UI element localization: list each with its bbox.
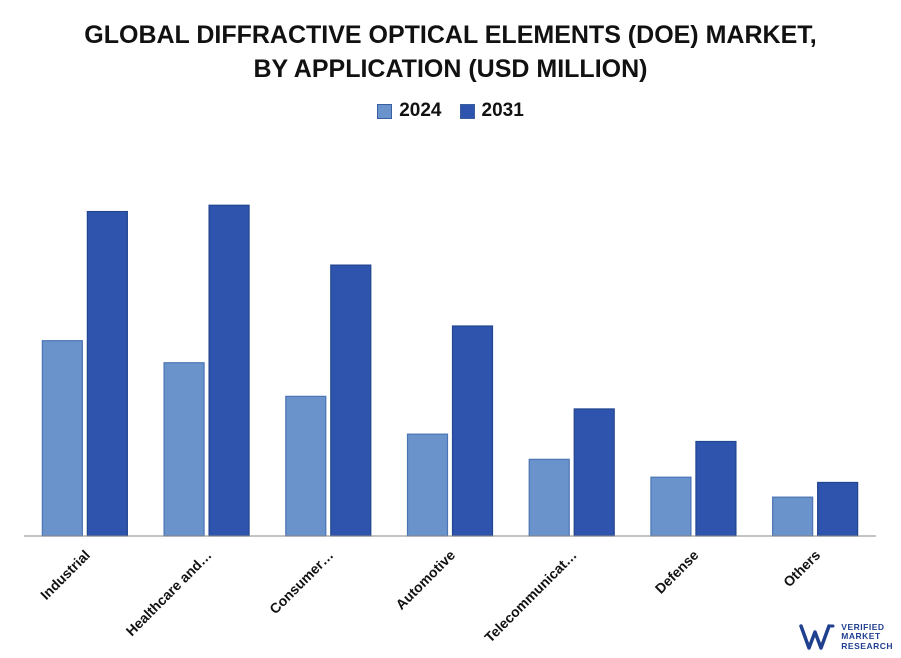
bar-2031-3 xyxy=(330,264,372,537)
bar-2024-2 xyxy=(163,362,205,537)
bar-2031-2 xyxy=(208,204,250,537)
bar-2031-4 xyxy=(451,325,494,537)
x-tick-label-4: Automotive xyxy=(392,547,458,613)
bar-2031-1 xyxy=(86,210,128,537)
vmr-logo-icon xyxy=(799,624,835,650)
legend-label-2024: 2024 xyxy=(399,100,442,121)
legend-label-2031: 2031 xyxy=(481,100,524,121)
watermark-line-2: MARKET xyxy=(841,631,881,642)
x-tick-label-7: Others xyxy=(780,547,823,590)
x-tick-label-5: Telecommunicat… xyxy=(481,547,580,646)
bar-2024-4 xyxy=(406,433,449,537)
bar-2024-6 xyxy=(650,476,692,537)
bar-2024-3 xyxy=(285,395,327,537)
watermark-logo: VERIFIED MARKET RESEARCH xyxy=(799,622,893,652)
legend-item-2031: 2031 xyxy=(459,100,524,122)
legend-swatch-2031 xyxy=(459,103,475,119)
legend-swatch-2024 xyxy=(377,103,393,119)
chart-title-line-1: GLOBAL DIFFRACTIVE OPTICAL ELEMENTS (DOE… xyxy=(84,21,817,49)
bar-2031-5 xyxy=(573,408,615,537)
chart-title-line-2: BY APPLICATION (USD MILLION) xyxy=(253,55,648,83)
x-tick-label-2: Healthcare and… xyxy=(123,547,215,639)
watermark-line-1: VERIFIED xyxy=(841,621,885,632)
legend-item-2024: 2024 xyxy=(377,100,442,122)
bar-2024-7 xyxy=(772,496,814,537)
bar-2031-6 xyxy=(695,440,737,537)
x-tick-label-3: Consumer… xyxy=(266,547,336,617)
chart-title: GLOBAL DIFFRACTIVE OPTICAL ELEMENTS (DOE… xyxy=(0,18,901,86)
chart-legend: 2024 2031 xyxy=(0,100,901,122)
bar-2024-5 xyxy=(528,458,570,537)
watermark-line-3: RESEARCH xyxy=(841,640,893,651)
x-tick-label-6: Defense xyxy=(652,547,702,597)
bar-2024-1 xyxy=(41,340,83,537)
x-tick-label-1: Industrial xyxy=(37,547,93,603)
bar-2031-7 xyxy=(817,481,859,537)
